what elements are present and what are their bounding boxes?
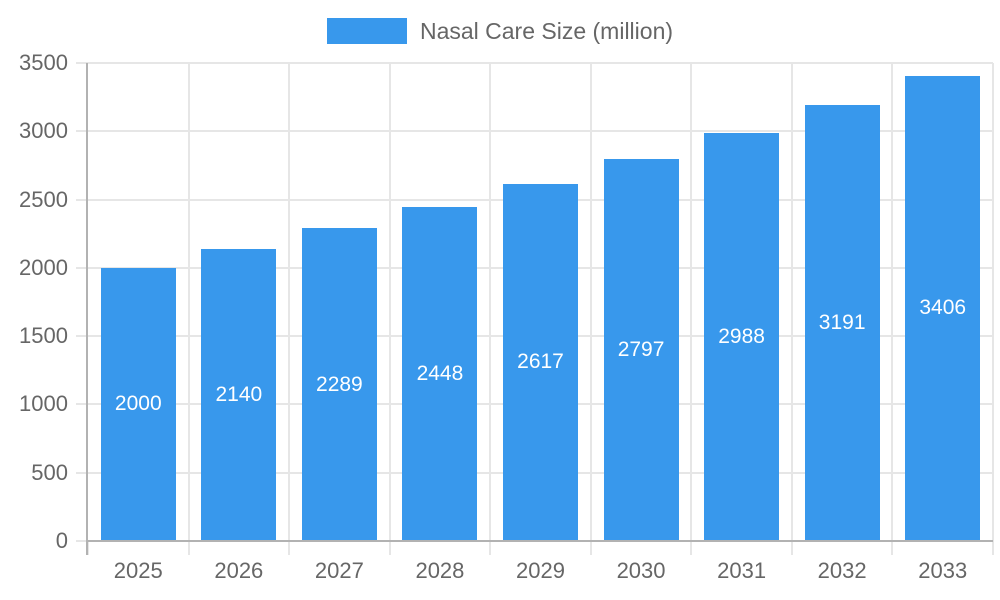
- bar-2025[interactable]: [100, 267, 176, 541]
- x-axis-tick-label: 2026: [214, 558, 264, 583]
- bar-value-label: 2448: [416, 361, 464, 385]
- y-axis-tick-label: 1500: [19, 323, 68, 349]
- bar-2033[interactable]: [905, 75, 981, 541]
- y-axis-tick-label: 2500: [19, 186, 68, 212]
- x-axis-tick: [992, 541, 994, 555]
- x-axis-tick: [388, 541, 391, 555]
- bar-2031[interactable]: [704, 132, 780, 541]
- legend[interactable]: Nasal Care Size (million): [0, 14, 1000, 48]
- y-axis-tick: [76, 198, 88, 201]
- x-axis-tick-label: 2027: [314, 558, 364, 583]
- y-axis-line: [86, 63, 88, 555]
- bar-value-label: 2289: [316, 372, 363, 396]
- x-axis-tick-label: 2029: [516, 558, 565, 583]
- x-axis-tick-label: 2028: [415, 558, 465, 583]
- y-axis-tick-label: 3500: [19, 50, 68, 75]
- legend-swatch: [326, 18, 407, 44]
- x-axis-tick: [690, 541, 693, 555]
- x-axis-tick: [187, 541, 190, 555]
- y-axis-tick: [76, 403, 88, 406]
- bar-value-label: 3191: [818, 311, 866, 335]
- gridline-vertical: [891, 63, 894, 541]
- y-axis-tick: [76, 130, 88, 133]
- gridline-vertical: [589, 63, 592, 541]
- gridline-vertical: [288, 63, 291, 541]
- bar-2028[interactable]: [402, 206, 478, 541]
- bar-2027[interactable]: [301, 228, 377, 541]
- bar-2029[interactable]: [503, 183, 578, 541]
- gridline-horizontal: [88, 130, 993, 133]
- x-axis-tick: [87, 541, 89, 555]
- y-axis-tick: [76, 540, 88, 542]
- y-axis-tick-label: 0: [55, 528, 68, 553]
- bar-2032[interactable]: [804, 105, 880, 541]
- x-axis-tick: [489, 541, 492, 555]
- gridline-vertical: [790, 63, 793, 541]
- gridline-vertical: [489, 63, 492, 541]
- legend-label: Nasal Care Size (million): [419, 18, 674, 44]
- y-axis-tick-label: 2000: [19, 254, 68, 280]
- x-axis-tick-label: 2031: [717, 558, 767, 583]
- x-axis-line: [86, 540, 993, 542]
- x-axis-tick: [891, 541, 894, 555]
- gridline-vertical: [187, 63, 190, 541]
- x-axis-tick: [288, 541, 291, 555]
- bar-value-label: 2797: [617, 338, 665, 361]
- x-axis-tick-label: 2032: [817, 558, 867, 583]
- y-axis-tick-label: 1000: [19, 391, 68, 417]
- y-axis-tick-label: 3000: [19, 118, 68, 144]
- y-axis-tick: [76, 266, 88, 269]
- bar-value-label: 3406: [919, 296, 967, 320]
- x-axis-tick: [589, 541, 592, 555]
- y-axis-tick: [76, 471, 88, 474]
- y-axis-tick-label: 500: [31, 459, 68, 485]
- gridline-vertical: [992, 63, 994, 541]
- x-axis-tick-label: 2030: [616, 558, 666, 583]
- bar-value-label: 2617: [517, 350, 564, 374]
- bar-value-label: 2140: [215, 382, 263, 406]
- x-axis-tick: [790, 541, 793, 555]
- bar-2030[interactable]: [603, 159, 679, 541]
- x-axis-tick-label: 2033: [918, 558, 968, 583]
- bar-value-label: 2988: [718, 324, 765, 348]
- x-axis-tick-label: 2025: [113, 558, 163, 583]
- gridline-vertical: [690, 63, 693, 541]
- y-axis-tick: [76, 335, 88, 338]
- bar-2026[interactable]: [201, 248, 277, 541]
- y-axis-tick: [76, 62, 88, 64]
- bar-value-label: 2000: [114, 392, 162, 416]
- gridline-vertical: [388, 63, 391, 541]
- gridline-horizontal: [88, 62, 993, 64]
